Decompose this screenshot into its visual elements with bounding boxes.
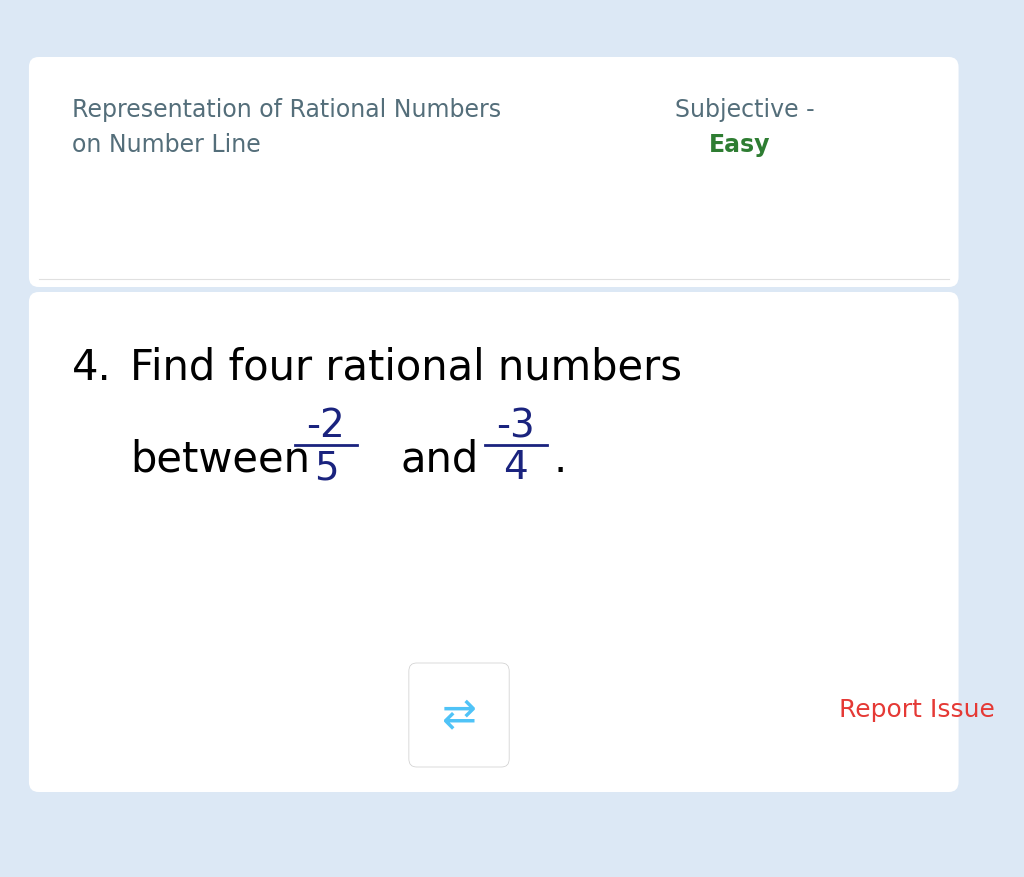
FancyBboxPatch shape [29,293,958,792]
Text: and: and [400,438,478,481]
Text: .: . [554,438,566,481]
FancyBboxPatch shape [29,58,958,288]
Text: 4.: 4. [73,346,112,389]
FancyBboxPatch shape [409,663,509,767]
Text: Easy: Easy [709,132,770,157]
Text: Find four rational numbers: Find four rational numbers [130,346,682,389]
Text: between: between [130,438,310,481]
Text: on Number Line: on Number Line [73,132,261,157]
Text: -3: -3 [497,407,536,445]
Text: ⇄: ⇄ [441,695,476,736]
Text: 4: 4 [504,448,528,487]
Text: Subjective -: Subjective - [675,98,815,122]
Text: 5: 5 [313,448,338,487]
Text: Representation of Rational Numbers: Representation of Rational Numbers [73,98,502,122]
Text: Report Issue: Report Issue [839,697,995,721]
Text: -2: -2 [306,407,345,445]
